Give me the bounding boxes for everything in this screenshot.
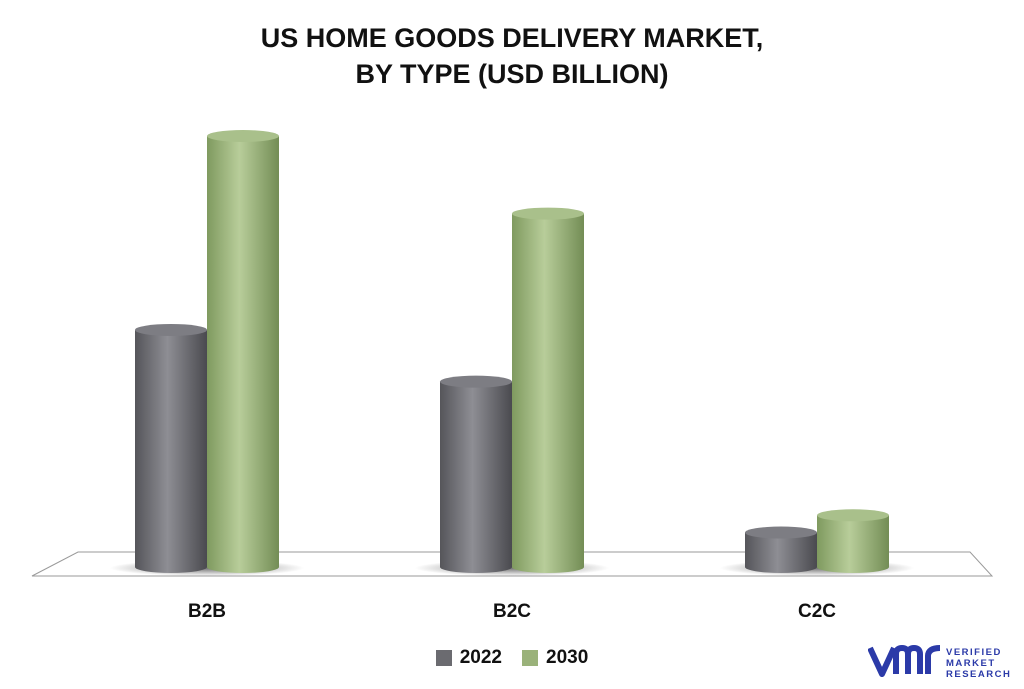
bars-group: [109, 130, 915, 576]
chart-title: US HOME GOODS DELIVERY MARKET, BY TYPE (…: [0, 20, 1024, 92]
bar-top: [817, 509, 889, 522]
bar-body: [817, 515, 889, 573]
logo-word-2: MARKET: [946, 658, 996, 669]
category-label-c2c: C2C: [798, 601, 836, 622]
bar-top: [440, 375, 512, 388]
bar-body: [745, 532, 817, 573]
vmr-logo-mark-icon: [867, 644, 941, 677]
category-labels: B2B B2C C2C: [188, 601, 836, 622]
legend: 2022 2030: [0, 647, 1024, 669]
bar-c2c-2022: [745, 526, 817, 573]
bar-top: [512, 207, 584, 220]
bar-chart: B2B B2C C2C: [31, 130, 994, 622]
bar-b2c-2022: [440, 375, 512, 573]
bar-top: [745, 526, 817, 539]
legend-item-2030: 2030: [522, 647, 588, 669]
legend-swatch-2030: [522, 650, 538, 666]
bar-top: [135, 323, 207, 336]
bar-top: [207, 130, 279, 142]
vmr-logo-text: VERIFIED MARKET RESEARCH: [946, 647, 1011, 680]
chart-title-line-1: US HOME GOODS DELIVERY MARKET,: [260, 23, 764, 53]
bar-body: [207, 136, 279, 573]
bar-b2c-2030: [512, 207, 584, 573]
legend-item-2022: 2022: [435, 647, 502, 669]
category-label-b2c: B2C: [493, 601, 531, 622]
bar-b2b-2022: [135, 323, 207, 573]
legend-label-2022: 2022: [459, 647, 502, 668]
logo-word-3: RESEARCH: [946, 669, 1012, 680]
bar-body: [512, 213, 584, 573]
logo-word-1: VERIFIED: [946, 647, 1002, 658]
chart-title-line-2: BY TYPE (USD BILLION): [355, 59, 669, 89]
bar-body: [135, 329, 207, 573]
bar-b2b-2030: [207, 130, 279, 573]
category-label-b2b: B2B: [188, 601, 226, 622]
bar-c2c-2030: [817, 509, 889, 573]
legend-label-2030: 2030: [546, 647, 589, 668]
bar-body: [440, 381, 512, 573]
vmr-logo: VERIFIED MARKET RESEARCH: [867, 640, 1018, 684]
legend-swatch-2022: [435, 650, 452, 666]
